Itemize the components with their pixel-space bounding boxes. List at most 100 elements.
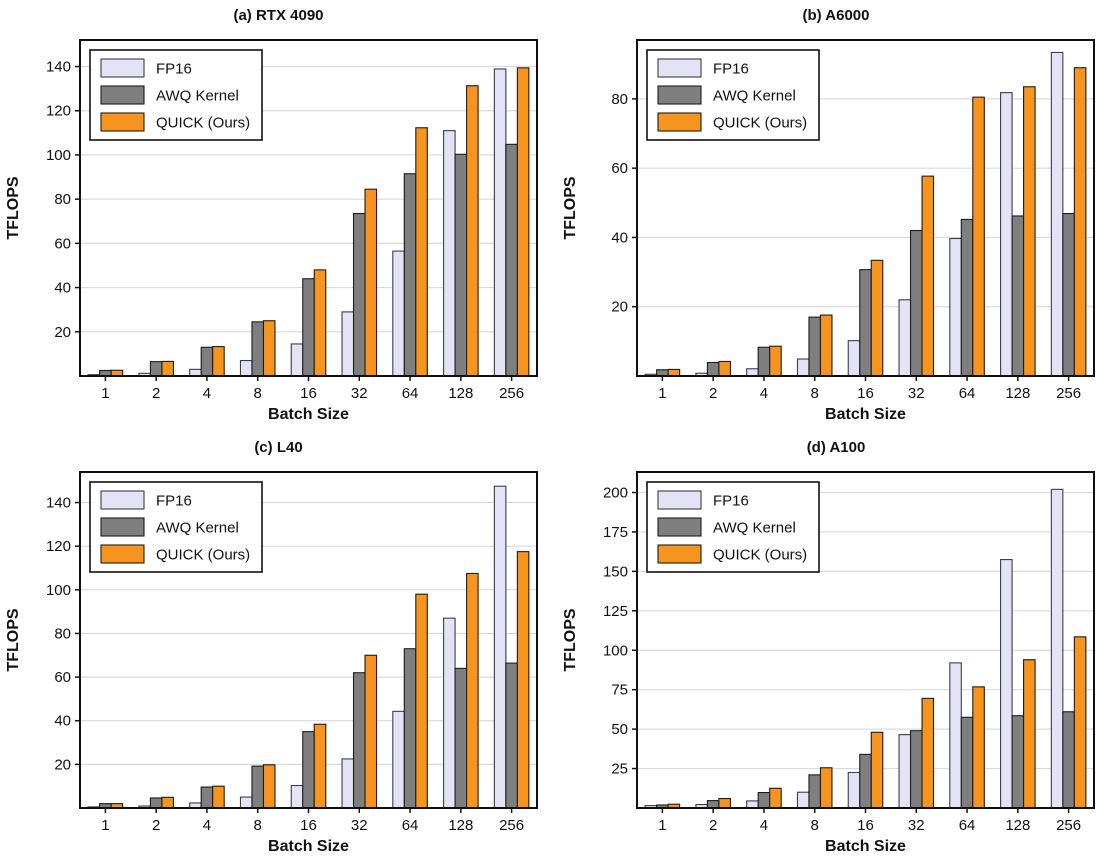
x-tick-label: 4 (760, 817, 768, 834)
y-tick-label: 100 (46, 582, 71, 599)
x-tick-label: 4 (203, 817, 211, 834)
chart-panel-a100: (d) A100 25 50 75 100 125 150 175 200 1 2 4 8 16 32 64… (557, 432, 1115, 864)
legend-swatch-quick-ours- (100, 544, 145, 564)
x-tick-label: 8 (254, 817, 262, 834)
y-tick-label: 40 (54, 713, 71, 730)
bar-fp16-batch-32 (341, 758, 355, 809)
x-tick-label: 64 (402, 817, 419, 834)
bar-quick-ours--batch-256 (516, 67, 530, 377)
bar-awq-kernel-batch-2 (706, 800, 720, 809)
bar-fp16-batch-64 (392, 250, 405, 377)
bar-quick-ours--batch-8 (819, 767, 833, 809)
bar-awq-kernel-batch-16 (859, 753, 872, 809)
bar-quick-ours--batch-4 (769, 345, 782, 377)
x-tick-label: 256 (1056, 817, 1081, 834)
bar-awq-kernel-batch-16 (859, 269, 872, 377)
x-tick-label: 128 (1005, 817, 1030, 834)
bar-awq-kernel-batch-128 (1011, 715, 1025, 809)
x-tick-label: 256 (499, 817, 524, 834)
bar-fp16-batch-256 (493, 485, 507, 809)
bar-awq-kernel-batch-2 (149, 361, 163, 377)
legend-swatch-quick-ours- (657, 112, 702, 132)
bar-fp16-batch-256 (1050, 488, 1064, 809)
y-tick-label: 60 (54, 235, 71, 252)
bar-quick-ours--batch-64 (415, 593, 428, 809)
bar-awq-kernel-batch-256 (505, 143, 518, 377)
chart-panel-l40: (c) L40 20 40 60 80 100 120 140 1 2 4 8 16 32 64 128 25… (0, 432, 557, 864)
x-tick-label: 128 (448, 385, 473, 402)
bar-fp16-batch-128 (1000, 92, 1013, 377)
bar-quick-ours--batch-128 (1023, 659, 1036, 809)
legend-swatch-awq-kernel (657, 85, 702, 105)
bar-fp16-batch-32 (898, 734, 912, 809)
bar-awq-kernel-batch-16 (302, 278, 315, 377)
bar-fp16-batch-32 (898, 299, 912, 377)
y-tick-label: 25 (611, 761, 628, 778)
bar-fp16-batch-64 (392, 710, 405, 809)
legend-swatch-fp16 (657, 490, 702, 510)
x-tick-label: 4 (203, 385, 211, 402)
chart-canvas-l40: 20 40 60 80 100 120 140 1 2 4 8 16 32 64 128 256 Batch S… (5, 471, 538, 855)
bar-quick-ours--batch-2 (161, 360, 174, 377)
bar-quick-ours--batch-8 (262, 764, 276, 809)
y-tick-label: 150 (603, 563, 628, 580)
y-tick-label: 50 (611, 721, 628, 738)
y-axis-label: TFLOPS (5, 608, 22, 671)
x-tick-label: 1 (101, 817, 109, 834)
bar-awq-kernel-batch-32 (909, 229, 923, 377)
y-tick-label: 175 (603, 524, 628, 541)
bar-awq-kernel-batch-4 (757, 791, 771, 809)
bar-fp16-batch-64 (949, 237, 962, 377)
legend-label: QUICK (Ours) (156, 547, 250, 564)
y-axis-label: TFLOPS (562, 608, 579, 671)
legend-label: AWQ Kernel (156, 520, 239, 537)
bar-quick-ours--batch-32 (364, 654, 378, 809)
bar-awq-kernel-batch-64 (403, 648, 417, 809)
bar-awq-kernel-batch-32 (352, 212, 366, 377)
y-tick-label: 20 (54, 324, 71, 341)
x-tick-label: 16 (857, 817, 874, 834)
y-tick-label: 140 (46, 495, 71, 512)
bar-fp16-batch-16 (290, 343, 304, 377)
x-tick-label: 8 (811, 817, 819, 834)
x-tick-label: 2 (152, 817, 160, 834)
bar-fp16-batch-8 (239, 359, 253, 377)
legend-swatch-quick-ours- (100, 112, 145, 132)
bar-fp16-batch-4 (746, 800, 759, 809)
bar-quick-ours--batch-32 (921, 697, 935, 809)
x-tick-label: 16 (300, 817, 317, 834)
legend-label: QUICK (Ours) (156, 115, 250, 132)
bar-quick-ours--batch-2 (718, 797, 731, 809)
bar-quick-ours--batch-64 (972, 96, 985, 377)
y-tick-label: 100 (603, 642, 628, 659)
bar-fp16-batch-128 (1000, 558, 1013, 809)
y-tick-label: 40 (54, 280, 71, 297)
y-tick-label: 60 (54, 669, 71, 686)
x-axis-label: Batch Size (825, 406, 906, 423)
x-tick-label: 4 (760, 385, 768, 402)
legend-swatch-quick-ours- (657, 544, 702, 564)
bar-awq-kernel-batch-256 (505, 662, 518, 809)
y-axis-label: TFLOPS (562, 176, 579, 239)
chart-title-l40: (c) L40 (254, 439, 303, 456)
bar-fp16-batch-256 (1050, 51, 1064, 377)
legend-swatch-awq-kernel (100, 85, 145, 105)
y-tick-label: 75 (611, 682, 628, 699)
bar-awq-kernel-batch-64 (403, 173, 417, 377)
bar-awq-kernel-batch-16 (302, 731, 315, 809)
bar-quick-ours--batch-4 (769, 787, 782, 809)
bar-fp16-batch-32 (341, 311, 355, 377)
legend-label: FP16 (713, 61, 749, 78)
bar-awq-kernel-batch-256 (1062, 212, 1075, 377)
x-tick-label: 1 (658, 817, 666, 834)
y-tick-label: 20 (611, 299, 628, 316)
bar-quick-ours--batch-4 (212, 346, 225, 377)
bar-quick-ours--batch-32 (364, 188, 378, 377)
legend-label: FP16 (713, 493, 749, 510)
bar-quick-ours--batch-128 (1023, 86, 1036, 377)
bar-awq-kernel-batch-8 (808, 316, 822, 377)
x-tick-label: 256 (1056, 385, 1081, 402)
x-tick-label: 2 (152, 385, 160, 402)
y-tick-label: 140 (46, 59, 71, 76)
y-tick-label: 20 (54, 756, 71, 773)
